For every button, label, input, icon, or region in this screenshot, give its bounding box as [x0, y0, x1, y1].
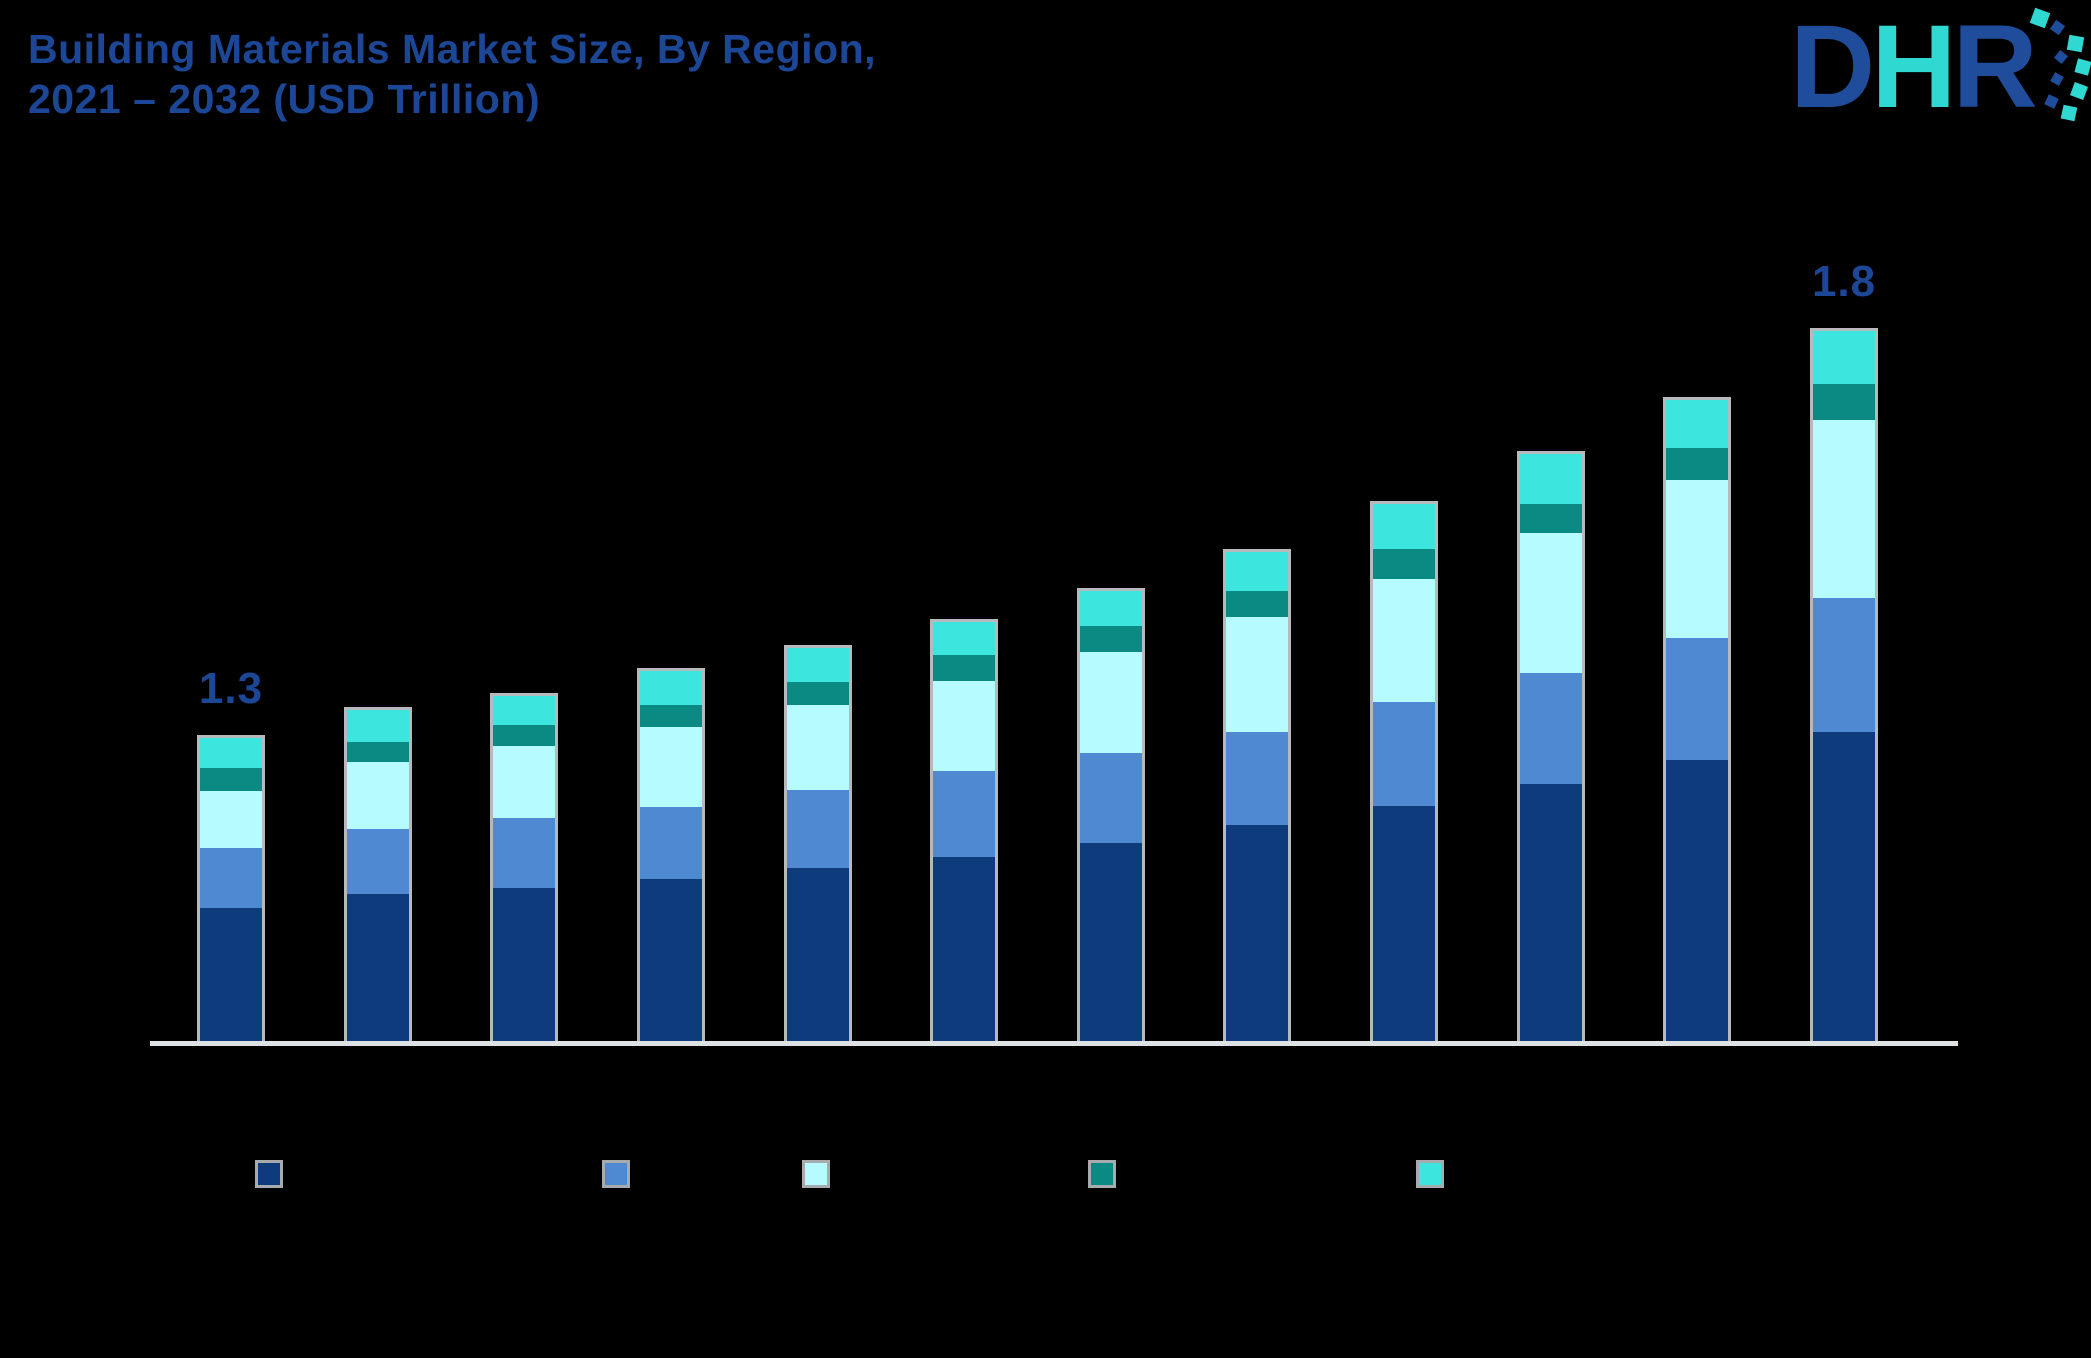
logo-dot-6: [2050, 72, 2064, 86]
logo-dot-9: [2060, 104, 2078, 122]
stacked-bar-2021: [197, 735, 265, 1041]
bar-segment-region-5-2022: [346, 710, 409, 742]
bar-segment-region-4-2029: [1373, 549, 1436, 579]
bar-segment-region-2-2023: [493, 818, 556, 888]
bar-segment-region-5-2021: [200, 738, 262, 768]
bar-segment-region-4-2026: [933, 655, 996, 681]
bar-segment-region-4-2030: [1519, 504, 1582, 533]
bar-segment-region-1-2023: [493, 888, 556, 1041]
logo-letter-h: H: [1871, 1, 1956, 133]
bar-segment-region-3-2028: [1226, 617, 1289, 732]
logo-dot-3: [2066, 34, 2085, 53]
bar-segment-region-3-2027: [1079, 652, 1142, 753]
bar-segment-region-5-2024: [639, 671, 702, 705]
logo-letter-d: D: [1790, 1, 1875, 133]
stacked-bar-2031: [1663, 397, 1732, 1041]
logo-dot-4: [2053, 49, 2069, 65]
legend-swatch-3: [802, 1160, 830, 1188]
stacked-bar-2030: [1516, 451, 1585, 1041]
stacked-bar-2022: [343, 707, 412, 1041]
bar-segment-region-1-2022: [346, 894, 409, 1041]
bar-segment-region-1-2024: [639, 879, 702, 1041]
bar-segment-region-5-2029: [1373, 504, 1436, 549]
bar-segment-region-2-2032: [1813, 598, 1876, 732]
bar-segment-region-5-2031: [1666, 400, 1729, 448]
bar-segment-region-5-2030: [1519, 454, 1582, 504]
stacked-bar-2027: [1076, 588, 1145, 1041]
bar-segment-region-3-2030: [1519, 533, 1582, 673]
bar-segment-region-3-2023: [493, 746, 556, 818]
logo-dot-7: [2070, 82, 2088, 100]
bar-segment-region-2-2030: [1519, 673, 1582, 784]
logo-dot-8: [2044, 94, 2059, 109]
dhr-logo: DHR: [1790, 7, 2091, 148]
dhr-logo-letters: DHR: [1790, 8, 2038, 126]
bar-segment-region-4-2022: [346, 742, 409, 762]
bar-segment-region-1-2021: [200, 908, 262, 1041]
bar-segment-region-3-2031: [1666, 480, 1729, 638]
bar-segment-region-4-2023: [493, 725, 556, 746]
value-label-2021: 1.3: [198, 664, 264, 713]
stacked-bar-2023: [490, 693, 559, 1041]
bar-segment-region-5-2026: [933, 622, 996, 655]
bar-segment-region-1-2028: [1226, 825, 1289, 1041]
bar-segment-region-3-2022: [346, 762, 409, 829]
bar-segment-region-4-2032: [1813, 384, 1876, 420]
bar-segment-region-1-2029: [1373, 806, 1436, 1041]
bar-segment-region-4-2024: [639, 705, 702, 727]
bar-segment-region-2-2026: [933, 771, 996, 857]
stacked-bar-2026: [930, 619, 999, 1041]
legend-swatch-5: [1416, 1160, 1444, 1188]
chart-title-line1: Building Materials Market Size, By Regio…: [28, 26, 877, 72]
bar-segment-region-3-2021: [200, 791, 262, 848]
bar-segment-region-1-2032: [1813, 732, 1876, 1041]
legend-swatch-4: [1088, 1160, 1116, 1188]
bar-segment-region-4-2031: [1666, 448, 1729, 480]
bar-segment-region-5-2025: [786, 648, 849, 682]
stacked-bar-2025: [783, 645, 852, 1041]
bar-segment-region-3-2025: [786, 705, 849, 790]
bar-segment-region-3-2024: [639, 727, 702, 807]
bar-segment-region-2-2027: [1079, 753, 1142, 843]
bar-segment-region-1-2030: [1519, 784, 1582, 1041]
bar-segment-region-2-2021: [200, 848, 262, 908]
legend-swatch-1: [255, 1160, 283, 1188]
bar-segment-region-1-2031: [1666, 760, 1729, 1041]
logo-dot-5: [2074, 58, 2091, 76]
stacked-bar-2024: [636, 668, 705, 1041]
stacked-bar-2028: [1223, 549, 1292, 1041]
bar-segment-region-1-2025: [786, 868, 849, 1041]
bar-segment-region-2-2025: [786, 790, 849, 868]
bar-segment-region-5-2032: [1813, 331, 1876, 384]
bar-segment-region-1-2027: [1079, 843, 1142, 1041]
stacked-bar-2029: [1370, 501, 1439, 1041]
bar-segment-region-2-2022: [346, 829, 409, 894]
legend-swatch-2: [602, 1160, 630, 1188]
bar-segment-region-2-2028: [1226, 732, 1289, 825]
bar-segment-region-4-2027: [1079, 626, 1142, 652]
bar-segment-region-5-2023: [493, 696, 556, 725]
bar-segment-region-4-2021: [200, 768, 262, 791]
chart-title-line2: 2021 – 2032 (USD Trillion): [28, 76, 541, 123]
chart-title: Building Materials Market Size, By Regio…: [28, 24, 876, 124]
bar-segment-region-3-2032: [1813, 420, 1876, 598]
bar-segment-region-4-2025: [786, 682, 849, 705]
bar-segment-region-1-2026: [933, 857, 996, 1041]
x-axis-line: [150, 1041, 1958, 1046]
bar-segment-region-4-2028: [1226, 591, 1289, 617]
bar-segment-region-2-2031: [1666, 638, 1729, 760]
stacked-bar-2032: [1810, 328, 1879, 1041]
bar-segment-region-2-2029: [1373, 702, 1436, 806]
logo-dot-2: [2049, 19, 2066, 36]
bar-segment-region-3-2026: [933, 681, 996, 771]
bar-segment-region-3-2029: [1373, 579, 1436, 702]
value-label-2032: 1.8: [1811, 257, 1877, 306]
bar-segment-region-2-2024: [639, 807, 702, 879]
bar-segment-region-5-2028: [1226, 552, 1289, 591]
logo-letter-r: R: [1952, 1, 2037, 133]
bar-segment-region-5-2027: [1079, 591, 1142, 626]
